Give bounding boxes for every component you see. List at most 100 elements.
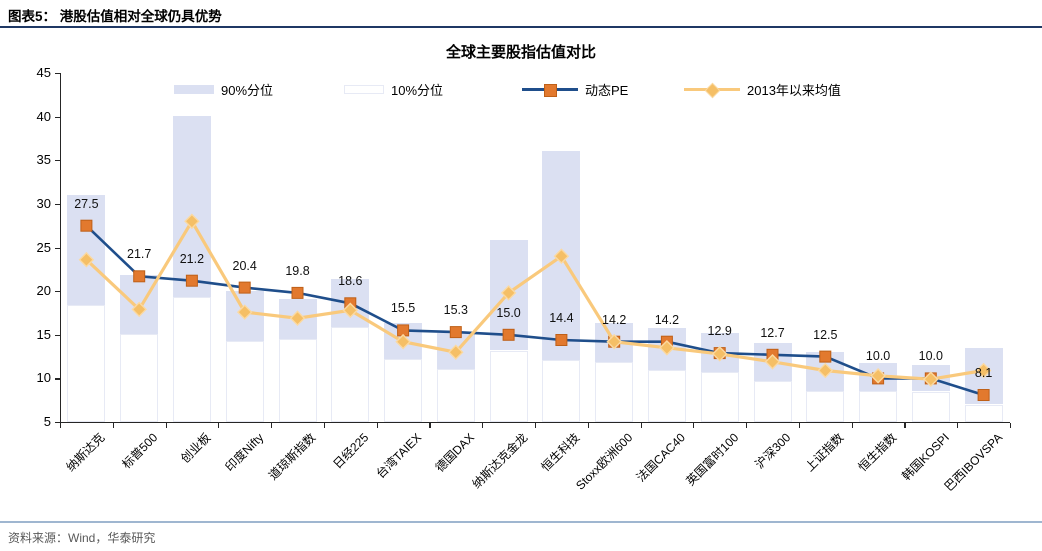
bar-10th-percentile [436, 368, 475, 422]
mean-marker [975, 362, 992, 379]
bar-10th-percentile [384, 359, 423, 422]
mean-marker [606, 333, 622, 350]
bar-10th-percentile [964, 404, 1003, 422]
mean-marker [131, 301, 147, 318]
y-axis-label: 40 [36, 108, 51, 124]
pe-value-label: 10.0 [865, 349, 891, 364]
y-axis-label: 10 [36, 370, 51, 386]
legend-90th-percentile-swatch-icon [174, 85, 214, 94]
mean-marker [395, 333, 411, 350]
x-axis-tick [60, 423, 62, 428]
mean-marker [236, 304, 253, 320]
pe-marker [185, 274, 198, 287]
bar-10th-percentile [859, 390, 898, 422]
bar-10th-percentile [172, 297, 211, 422]
x-axis-tick [482, 423, 484, 428]
bar-10th-percentile [542, 360, 581, 422]
x-axis-tick [323, 423, 326, 428]
y-axis-label: 20 [36, 283, 51, 299]
bar-10th-percentile [806, 390, 845, 422]
pe-marker [819, 350, 832, 363]
pe-value-label: 12.7 [760, 325, 785, 340]
bar-10th-percentile [647, 369, 686, 422]
legend-label-10th-percentile: 10%分位 [391, 83, 444, 98]
y-axis-label: 25 [36, 239, 51, 255]
y-axis-label: 15 [36, 326, 51, 342]
pe-marker [80, 219, 93, 232]
legend-item-mean-since-2013: 2013年以来均值 [684, 80, 841, 99]
x-axis-category-label: 台湾TAIEX [373, 430, 425, 482]
mean-marker [448, 344, 464, 360]
x-axis-tick [957, 423, 959, 428]
bar-10th-percentile [700, 372, 739, 422]
x-axis-category-label: 韩国KOSPI [899, 430, 953, 484]
pe-marker [555, 334, 568, 346]
plot-area: 90%分位 10%分位 动态PE 2013年以来均值 27.5 21.7 21.2 2… [37, 65, 1012, 494]
mean-marker [764, 354, 781, 370]
bar-10th-percentile [331, 326, 370, 422]
mean-marker [817, 362, 834, 379]
bar-10th-percentile [911, 391, 950, 422]
pe-marker [449, 326, 462, 339]
x-axis-tick [218, 423, 220, 428]
pe-value-label: 15.3 [443, 303, 468, 318]
pe-value-label: 14.4 [549, 311, 574, 325]
y-axis-tick [55, 247, 60, 249]
x-axis-tick [587, 423, 589, 428]
x-axis-tick [271, 423, 273, 428]
pe-marker [238, 281, 251, 294]
bar-10th-percentile [595, 361, 634, 422]
bar-10th-percentile [120, 333, 159, 422]
x-axis-category-label: 沪深300 [752, 430, 794, 472]
x-axis-category-label: 恒生科技 [538, 430, 583, 475]
y-axis-label: 30 [36, 195, 51, 211]
x-axis-category-label: 法国CAC40 [633, 430, 689, 485]
x-axis-tick [165, 423, 167, 428]
x-axis-tick [904, 423, 906, 428]
y-axis-label: 5 [43, 414, 51, 429]
pe-value-label: 12.9 [707, 324, 732, 339]
mean-marker [342, 302, 359, 319]
mean-marker [500, 285, 517, 301]
y-axis-tick [55, 160, 60, 162]
x-axis-category-label: 德国DAX [432, 430, 478, 475]
y-axis-tick [55, 116, 60, 118]
source-note: 资料来源：Wind，华泰研究 [8, 531, 156, 545]
legend-label-dynamic-pe: 动态PE [585, 83, 629, 98]
pe-value-label: 20.4 [232, 258, 257, 273]
legend-item-10th-percentile: 10%分位 [344, 80, 443, 99]
mean-marker [289, 310, 306, 326]
pe-value-label: 14.2 [602, 312, 627, 327]
mean-marker [711, 346, 728, 362]
mean-marker [553, 248, 570, 264]
bar-percentile-range [67, 195, 106, 305]
bar-10th-percentile [278, 339, 317, 422]
x-axis-category-label: 印度Nifty [222, 430, 267, 475]
bar-10th-percentile [225, 340, 264, 422]
bar-10th-percentile [67, 305, 106, 422]
mean-marker [659, 340, 675, 356]
chart-title: 全球主要股指估值对比 [445, 44, 596, 61]
x-axis-category-label: 纳斯达克金龙 [469, 430, 530, 492]
x-axis-category-label: 标普500 [119, 430, 161, 472]
pe-value-label: 19.8 [285, 263, 310, 278]
x-axis-tick [376, 423, 378, 428]
y-axis-tick [55, 73, 60, 75]
x-axis-tick [640, 423, 642, 428]
bar-10th-percentile [489, 350, 528, 422]
x-axis-tick [851, 423, 853, 428]
x-axis-category-label: 道琼斯指数 [266, 430, 319, 483]
pe-marker [977, 389, 990, 401]
pe-value-label: 12.5 [813, 327, 838, 342]
pe-value-label: 21.7 [127, 247, 152, 262]
mean-marker [78, 251, 95, 268]
pe-marker [291, 286, 304, 299]
legend-label-90th-percentile: 90%分位 [221, 83, 274, 98]
x-axis-category-label: 纳斯达克 [63, 430, 108, 475]
bar-10th-percentile [753, 381, 792, 422]
legend-pe-square-icon [544, 83, 557, 97]
x-axis-category-label: 英国富时100 [683, 430, 742, 489]
pe-value-label: 14.2 [654, 312, 680, 327]
x-axis-tick [112, 423, 114, 428]
mean-marker [870, 368, 886, 384]
